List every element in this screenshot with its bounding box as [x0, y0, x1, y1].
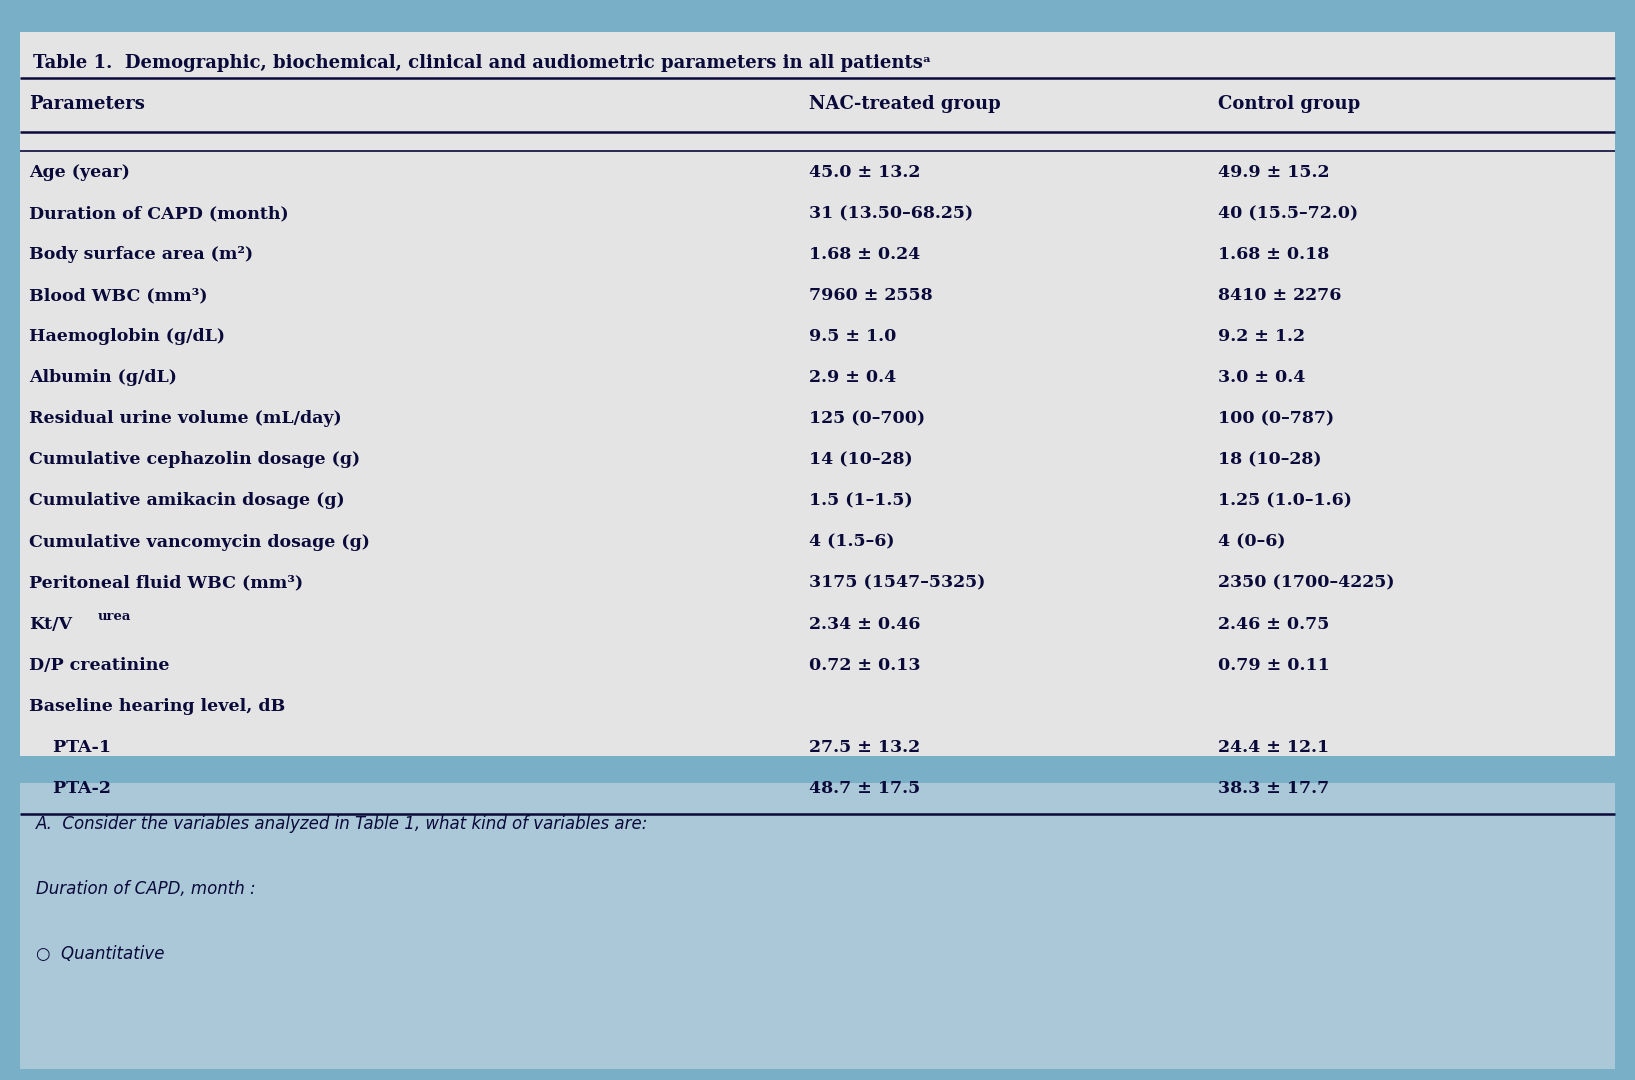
Text: 9.5 ± 1.0: 9.5 ± 1.0 — [809, 328, 896, 346]
Text: ○  Quantitative: ○ Quantitative — [36, 945, 165, 963]
Text: 49.9 ± 15.2: 49.9 ± 15.2 — [1218, 164, 1329, 181]
Text: Baseline hearing level, dB: Baseline hearing level, dB — [29, 698, 286, 715]
Text: Age (year): Age (year) — [29, 164, 131, 181]
Text: Duration of CAPD, month :: Duration of CAPD, month : — [36, 880, 255, 899]
Text: 18 (10–28): 18 (10–28) — [1218, 451, 1321, 469]
Text: A.  Consider the variables analyzed in Table 1, what kind of variables are:: A. Consider the variables analyzed in Ta… — [36, 815, 649, 834]
Text: urea: urea — [98, 610, 131, 623]
Text: 48.7 ± 17.5: 48.7 ± 17.5 — [809, 780, 921, 797]
Text: 7960 ± 2558: 7960 ± 2558 — [809, 287, 934, 305]
Text: 45.0 ± 13.2: 45.0 ± 13.2 — [809, 164, 921, 181]
Text: 31 (13.50–68.25): 31 (13.50–68.25) — [809, 205, 973, 222]
Text: 14 (10–28): 14 (10–28) — [809, 451, 912, 469]
Text: 1.5 (1–1.5): 1.5 (1–1.5) — [809, 492, 912, 510]
Text: 40 (15.5–72.0): 40 (15.5–72.0) — [1218, 205, 1359, 222]
Text: 0.72 ± 0.13: 0.72 ± 0.13 — [809, 657, 921, 674]
Text: PTA-2: PTA-2 — [29, 780, 111, 797]
Text: 24.4 ± 12.1: 24.4 ± 12.1 — [1218, 739, 1329, 756]
Text: PTA-1: PTA-1 — [29, 739, 111, 756]
Bar — [20, 32, 1615, 756]
Bar — [20, 783, 1615, 1069]
Text: 9.2 ± 1.2: 9.2 ± 1.2 — [1218, 328, 1305, 346]
Text: 3.0 ± 0.4: 3.0 ± 0.4 — [1218, 369, 1305, 387]
Text: 38.3 ± 17.7: 38.3 ± 17.7 — [1218, 780, 1329, 797]
Text: 4 (1.5–6): 4 (1.5–6) — [809, 534, 894, 551]
Text: 2350 (1700–4225): 2350 (1700–4225) — [1218, 575, 1395, 592]
Text: 3175 (1547–5325): 3175 (1547–5325) — [809, 575, 986, 592]
Text: 27.5 ± 13.2: 27.5 ± 13.2 — [809, 739, 921, 756]
Text: D/P creatinine: D/P creatinine — [29, 657, 170, 674]
Text: 2.46 ± 0.75: 2.46 ± 0.75 — [1218, 616, 1329, 633]
Text: Cumulative cephazolin dosage (g): Cumulative cephazolin dosage (g) — [29, 451, 361, 469]
Text: Duration of CAPD (month): Duration of CAPD (month) — [29, 205, 289, 222]
Text: 1.68 ± 0.18: 1.68 ± 0.18 — [1218, 246, 1329, 264]
Text: NAC-treated group: NAC-treated group — [809, 95, 1001, 113]
Text: 1.68 ± 0.24: 1.68 ± 0.24 — [809, 246, 921, 264]
Text: Peritoneal fluid WBC (mm³): Peritoneal fluid WBC (mm³) — [29, 575, 304, 592]
Text: Cumulative vancomycin dosage (g): Cumulative vancomycin dosage (g) — [29, 534, 370, 551]
Text: 2.34 ± 0.46: 2.34 ± 0.46 — [809, 616, 921, 633]
Text: 2.9 ± 0.4: 2.9 ± 0.4 — [809, 369, 896, 387]
Text: Control group: Control group — [1218, 95, 1360, 113]
Text: 4 (0–6): 4 (0–6) — [1218, 534, 1285, 551]
Text: 100 (0–787): 100 (0–787) — [1218, 410, 1334, 428]
Text: Residual urine volume (mL/day): Residual urine volume (mL/day) — [29, 410, 342, 428]
Text: 125 (0–700): 125 (0–700) — [809, 410, 925, 428]
Text: Cumulative amikacin dosage (g): Cumulative amikacin dosage (g) — [29, 492, 345, 510]
Text: Parameters: Parameters — [29, 95, 146, 113]
Text: 0.79 ± 0.11: 0.79 ± 0.11 — [1218, 657, 1329, 674]
Text: Blood WBC (mm³): Blood WBC (mm³) — [29, 287, 208, 305]
Text: Table 1.  Demographic, biochemical, clinical and audiometric parameters in all p: Table 1. Demographic, biochemical, clini… — [33, 54, 930, 72]
Text: 1.25 (1.0–1.6): 1.25 (1.0–1.6) — [1218, 492, 1352, 510]
Text: Haemoglobin (g/dL): Haemoglobin (g/dL) — [29, 328, 226, 346]
Text: Kt/V: Kt/V — [29, 616, 72, 633]
Text: Body surface area (m²): Body surface area (m²) — [29, 246, 253, 264]
Text: 8410 ± 2276: 8410 ± 2276 — [1218, 287, 1341, 305]
Text: Albumin (g/dL): Albumin (g/dL) — [29, 369, 177, 387]
